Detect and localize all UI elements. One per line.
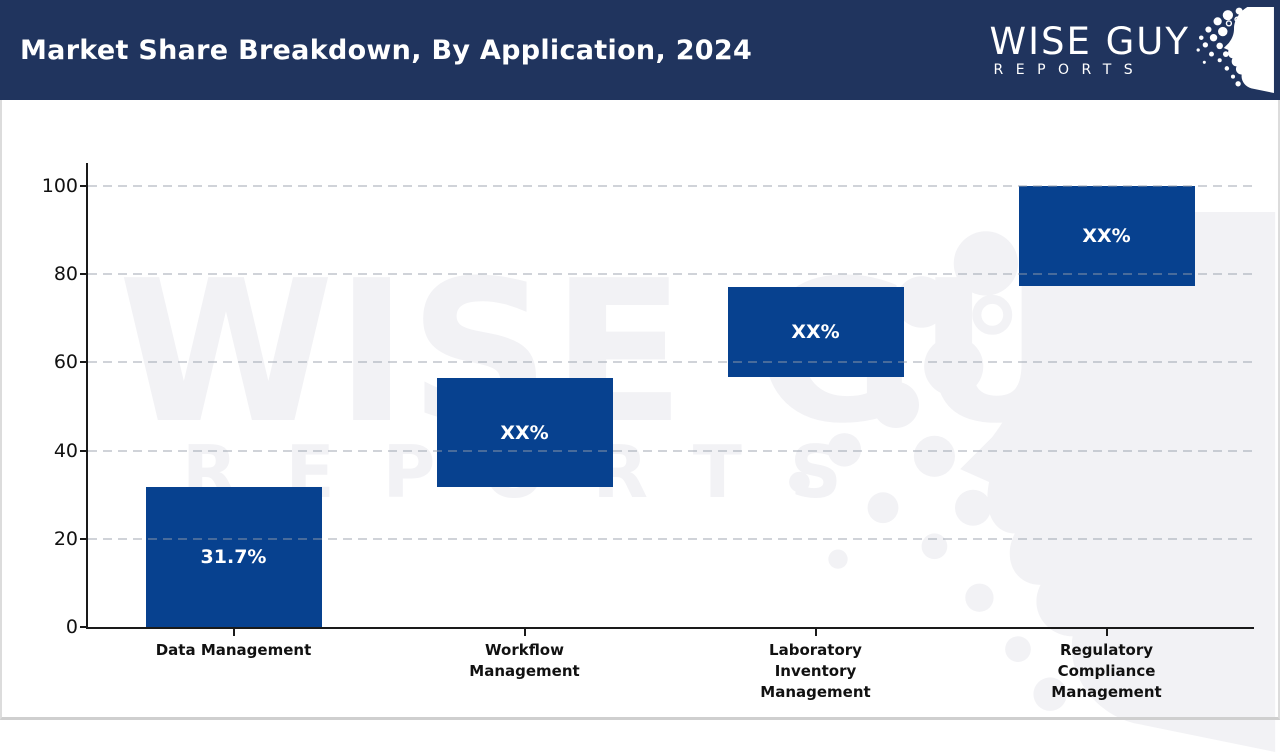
x-axis-category-line: Management — [469, 662, 580, 680]
x-axis-category-line: Inventory — [774, 662, 857, 680]
gridline — [88, 537, 1252, 540]
x-axis-category-line: Regulatory — [1059, 641, 1154, 659]
brand-wordmark-line2: REPORTS — [993, 62, 1146, 78]
gridline — [88, 273, 1252, 276]
waterfall-bar: XX% — [727, 286, 904, 378]
x-axis-category-line: Data Management — [155, 641, 312, 659]
x-axis-tick-mark — [1105, 629, 1108, 636]
x-axis-category-line: Workflow — [485, 641, 564, 659]
y-axis-tick-mark — [80, 273, 88, 276]
brand-face-icon — [1196, 7, 1274, 93]
bar-value-label: XX% — [791, 321, 840, 344]
watermark-face-icon — [789, 212, 1276, 752]
bar-value-label: XX% — [500, 421, 549, 444]
x-axis-category-label: Laboratory Inventory Management — [666, 640, 966, 703]
x-axis-category-label: Data Management — [84, 640, 384, 661]
x-axis-category-line: Laboratory — [769, 641, 862, 659]
x-axis-tick-mark — [814, 629, 817, 636]
y-axis-tick-label: 100 — [41, 175, 78, 197]
x-axis-spine — [86, 627, 1254, 629]
x-axis-category-line: Management — [760, 683, 871, 701]
y-axis-spine — [86, 163, 88, 629]
gridline — [88, 185, 1252, 187]
y-axis-tick-mark — [80, 361, 88, 364]
x-axis-category-label: Regulatory Compliance Management — [957, 640, 1257, 703]
brand-wordmark-line1: WISE GUY — [989, 20, 1190, 63]
bar-value-label: XX% — [1082, 225, 1131, 248]
y-axis-tick-label: 40 — [53, 439, 78, 462]
bar-value-label: 31.7% — [200, 546, 267, 569]
brand-wordmark: WISE GUY REPORTS — [990, 23, 1190, 77]
page-title: Market Share Breakdown, By Application, … — [20, 34, 753, 66]
gridline — [88, 449, 1252, 452]
waterfall-bar: XX% — [1018, 186, 1195, 287]
header-bar: Market Share Breakdown, By Application, … — [0, 0, 1280, 100]
y-axis-tick-mark — [80, 626, 88, 628]
y-axis-tick-label: 60 — [53, 351, 78, 374]
waterfall-bar: 31.7% — [145, 487, 322, 627]
waterfall-bar: XX% — [436, 378, 613, 488]
gridline — [88, 361, 1252, 364]
y-axis-tick-mark — [80, 537, 88, 540]
x-axis-category-line: Management — [1051, 683, 1162, 701]
y-axis-tick-label: 0 — [65, 616, 78, 638]
y-axis-tick-label: 20 — [53, 527, 78, 550]
waterfall-chart: 31.7% XX% XX% XX% 0 20 40 60 80 100 Data Managemen… — [41, 163, 1257, 703]
x-axis-tick-mark — [232, 629, 235, 636]
y-axis-tick-label: 80 — [53, 263, 78, 286]
x-axis-category-line: Compliance — [1057, 662, 1156, 680]
brand-logo: WISE GUY REPORTS — [990, 7, 1280, 93]
y-axis-tick-mark — [80, 449, 88, 452]
x-axis-category-label: Workflow Management — [375, 640, 675, 682]
x-axis-tick-mark — [523, 629, 526, 636]
y-axis-tick-mark — [80, 185, 88, 187]
